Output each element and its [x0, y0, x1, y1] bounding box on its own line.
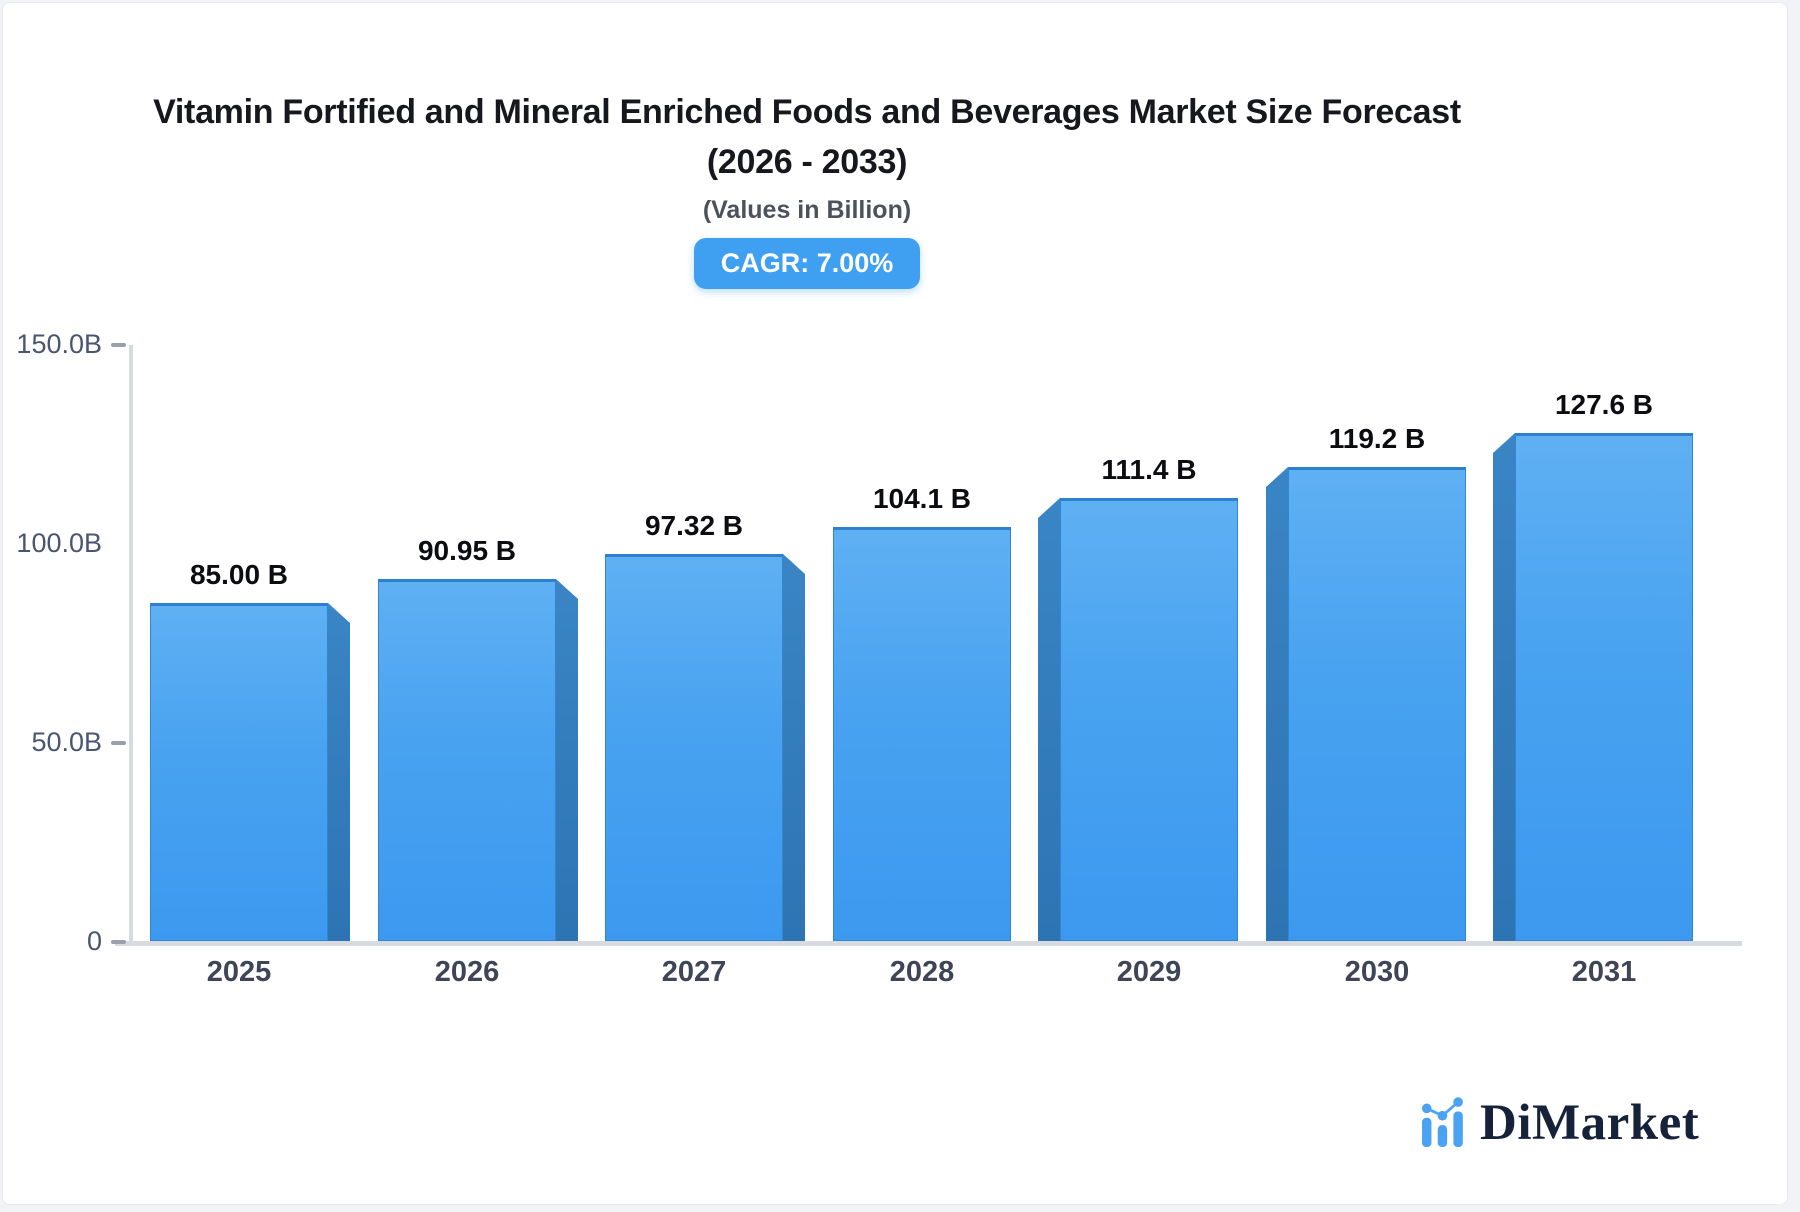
bar-2028[interactable]: [833, 527, 1011, 941]
y-tick-mark: [111, 940, 126, 944]
bar-2026[interactable]: [378, 579, 556, 941]
x-axis-label-2029: 2029: [1116, 956, 1182, 988]
bar-value-label: 119.2 B: [1328, 423, 1426, 454]
x-axis-label-2030: 2030: [1344, 956, 1410, 988]
y-tick-label-50.0B: 50.0B: [31, 727, 102, 757]
bar-2025[interactable]: [150, 603, 328, 941]
logo-wordmark: DiMarket: [1480, 1095, 1700, 1151]
y-tick-mark: [111, 343, 126, 347]
y-tick-label-150.0B: 150.0B: [16, 329, 102, 359]
bar-value-label: 111.4 B: [1101, 454, 1197, 485]
bar-2027[interactable]: [605, 554, 783, 941]
bar-2031[interactable]: [1515, 433, 1693, 941]
bar-3d-side: [328, 603, 350, 941]
bar-3d-side: [1266, 467, 1288, 941]
bar-2029[interactable]: [1060, 498, 1238, 941]
x-axis-label-2031: 2031: [1571, 956, 1637, 988]
x-axis-label-2025: 2025: [206, 956, 272, 988]
bar-2030[interactable]: [1288, 467, 1466, 941]
bar-value-label: 90.95 B: [417, 535, 517, 566]
chart-subtitle: (Values in Billion): [702, 196, 912, 224]
bar-value-label: 104.1 B: [872, 483, 972, 514]
dimarket-logo: DiMarket: [1421, 1094, 1699, 1152]
bar-chart-trend-icon: [1421, 1097, 1463, 1148]
bar-3d-side: [556, 579, 578, 941]
chart-header: Vitamin Fortified and Mineral Enriched F…: [0, 92, 1614, 289]
x-axis-label-2026: 2026: [434, 956, 500, 988]
y-axis-line: [129, 345, 133, 942]
bar-value-label: 127.6 B: [1554, 389, 1654, 420]
x-axis-label-2028: 2028: [889, 956, 955, 988]
y-tick-label-100.0B: 100.0B: [16, 528, 102, 558]
chart-title-line2: (2026 - 2033): [706, 143, 908, 181]
y-tick-label-0: 0: [86, 926, 102, 956]
bar-3d-side: [783, 554, 805, 941]
bar-value-label: 97.32 B: [644, 510, 744, 541]
cagr-badge: CAGR: 7.00%: [693, 238, 921, 289]
bar-3d-side: [1038, 498, 1060, 941]
chart-title-line1: Vitamin Fortified and Mineral Enriched F…: [153, 93, 1461, 131]
x-axis-label-2027: 2027: [661, 956, 727, 988]
bar-value-label: 85.00 B: [189, 559, 289, 590]
x-axis-line: [115, 941, 1742, 946]
y-tick-mark: [111, 741, 126, 745]
bar-3d-side: [1493, 433, 1515, 941]
